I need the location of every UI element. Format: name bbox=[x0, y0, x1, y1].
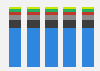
Bar bbox=[27, 15, 40, 20]
Bar bbox=[82, 9, 94, 12]
Bar bbox=[82, 20, 94, 28]
Bar bbox=[82, 15, 94, 20]
Bar bbox=[9, 20, 21, 28]
Bar bbox=[45, 12, 58, 15]
Bar bbox=[82, 28, 94, 67]
Bar bbox=[82, 7, 94, 9]
Bar bbox=[45, 15, 58, 20]
Bar bbox=[27, 20, 40, 28]
Bar bbox=[45, 9, 58, 12]
Bar bbox=[9, 28, 21, 67]
Bar bbox=[45, 7, 58, 9]
Bar bbox=[27, 12, 40, 15]
Bar bbox=[27, 9, 40, 12]
Bar bbox=[45, 20, 58, 28]
Bar bbox=[82, 12, 94, 15]
Bar bbox=[9, 15, 21, 20]
Bar bbox=[63, 12, 76, 15]
Bar bbox=[63, 28, 76, 67]
Bar bbox=[9, 7, 21, 9]
Bar bbox=[27, 28, 40, 67]
Bar bbox=[9, 12, 21, 15]
Bar bbox=[63, 7, 76, 9]
Bar bbox=[9, 9, 21, 12]
Bar bbox=[27, 7, 40, 9]
Bar bbox=[45, 28, 58, 67]
Bar bbox=[63, 9, 76, 12]
Bar bbox=[63, 20, 76, 28]
Bar bbox=[63, 15, 76, 20]
